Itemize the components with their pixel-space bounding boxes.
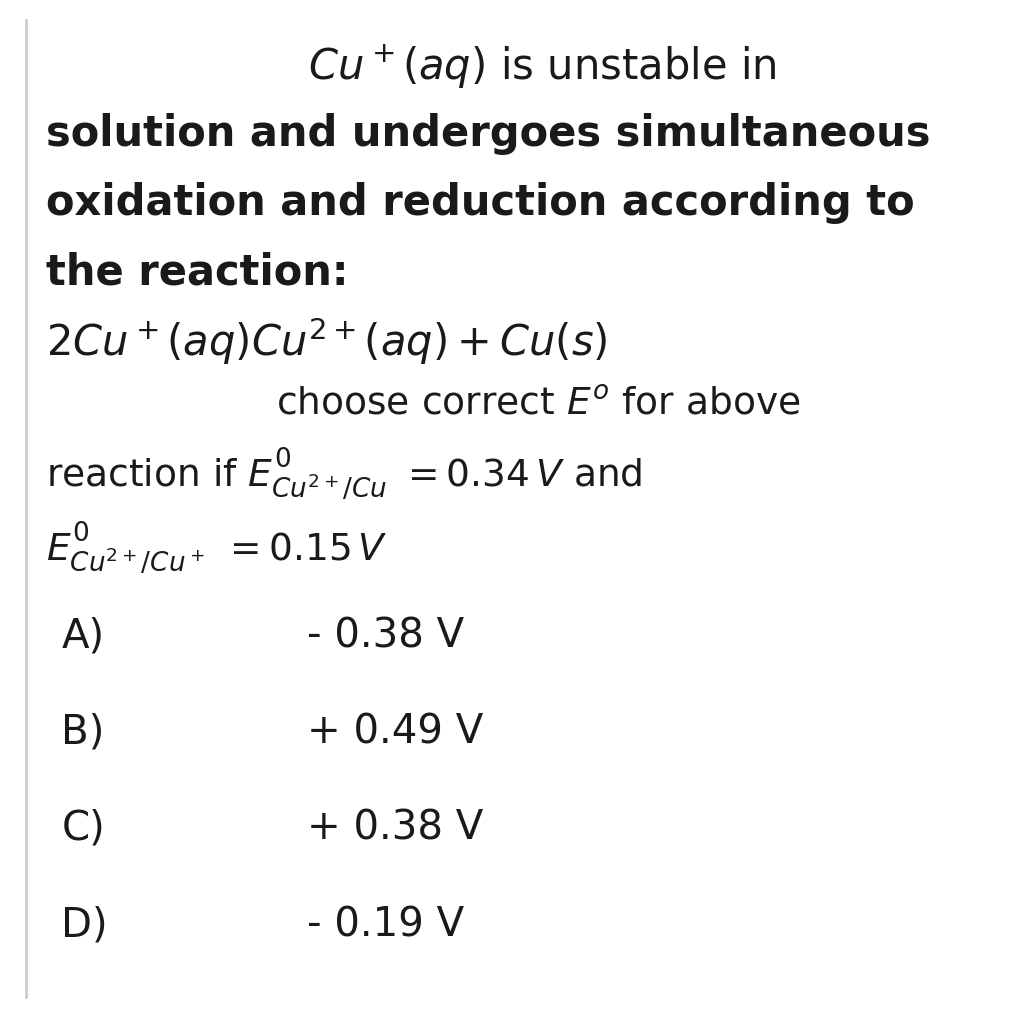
Text: oxidation and reduction according to: oxidation and reduction according to <box>46 182 914 225</box>
Text: + 0.49 V: + 0.49 V <box>307 712 483 753</box>
Text: $E^0_{Cu^{2+}/Cu^+}$$\ =0.15\,V$: $E^0_{Cu^{2+}/Cu^+}$$\ =0.15\,V$ <box>46 520 388 575</box>
Text: $\mathrm{choose\ correct\ }$$E^o$$\mathrm{\ for\ above}$: $\mathrm{choose\ correct\ }$$E^o$$\mathr… <box>276 386 801 423</box>
Text: B): B) <box>61 712 104 753</box>
Text: the reaction:: the reaction: <box>46 251 348 294</box>
Text: solution and undergoes simultaneous: solution and undergoes simultaneous <box>46 113 931 156</box>
Text: + 0.38 V: + 0.38 V <box>307 809 483 849</box>
Text: A): A) <box>61 616 104 657</box>
Text: $2Cu^+(aq)Cu^{2+}(aq) + Cu(s)$: $2Cu^+(aq)Cu^{2+}(aq) + Cu(s)$ <box>46 316 607 367</box>
Text: D): D) <box>61 905 109 946</box>
Text: - 0.19 V: - 0.19 V <box>307 905 464 946</box>
Text: C): C) <box>61 809 105 849</box>
Text: $\mathrm{reaction\ if\ }$$E^0_{Cu^{2+}/Cu}$$\ =0.34\,V\ \mathrm{and}$: $\mathrm{reaction\ if\ }$$E^0_{Cu^{2+}/C… <box>46 446 642 501</box>
Text: $Cu^+(aq)$$\mathrm{\ is\ unstable\ in}$: $Cu^+(aq)$$\mathrm{\ is\ unstable\ in}$ <box>308 42 777 91</box>
Text: - 0.38 V: - 0.38 V <box>307 616 464 657</box>
